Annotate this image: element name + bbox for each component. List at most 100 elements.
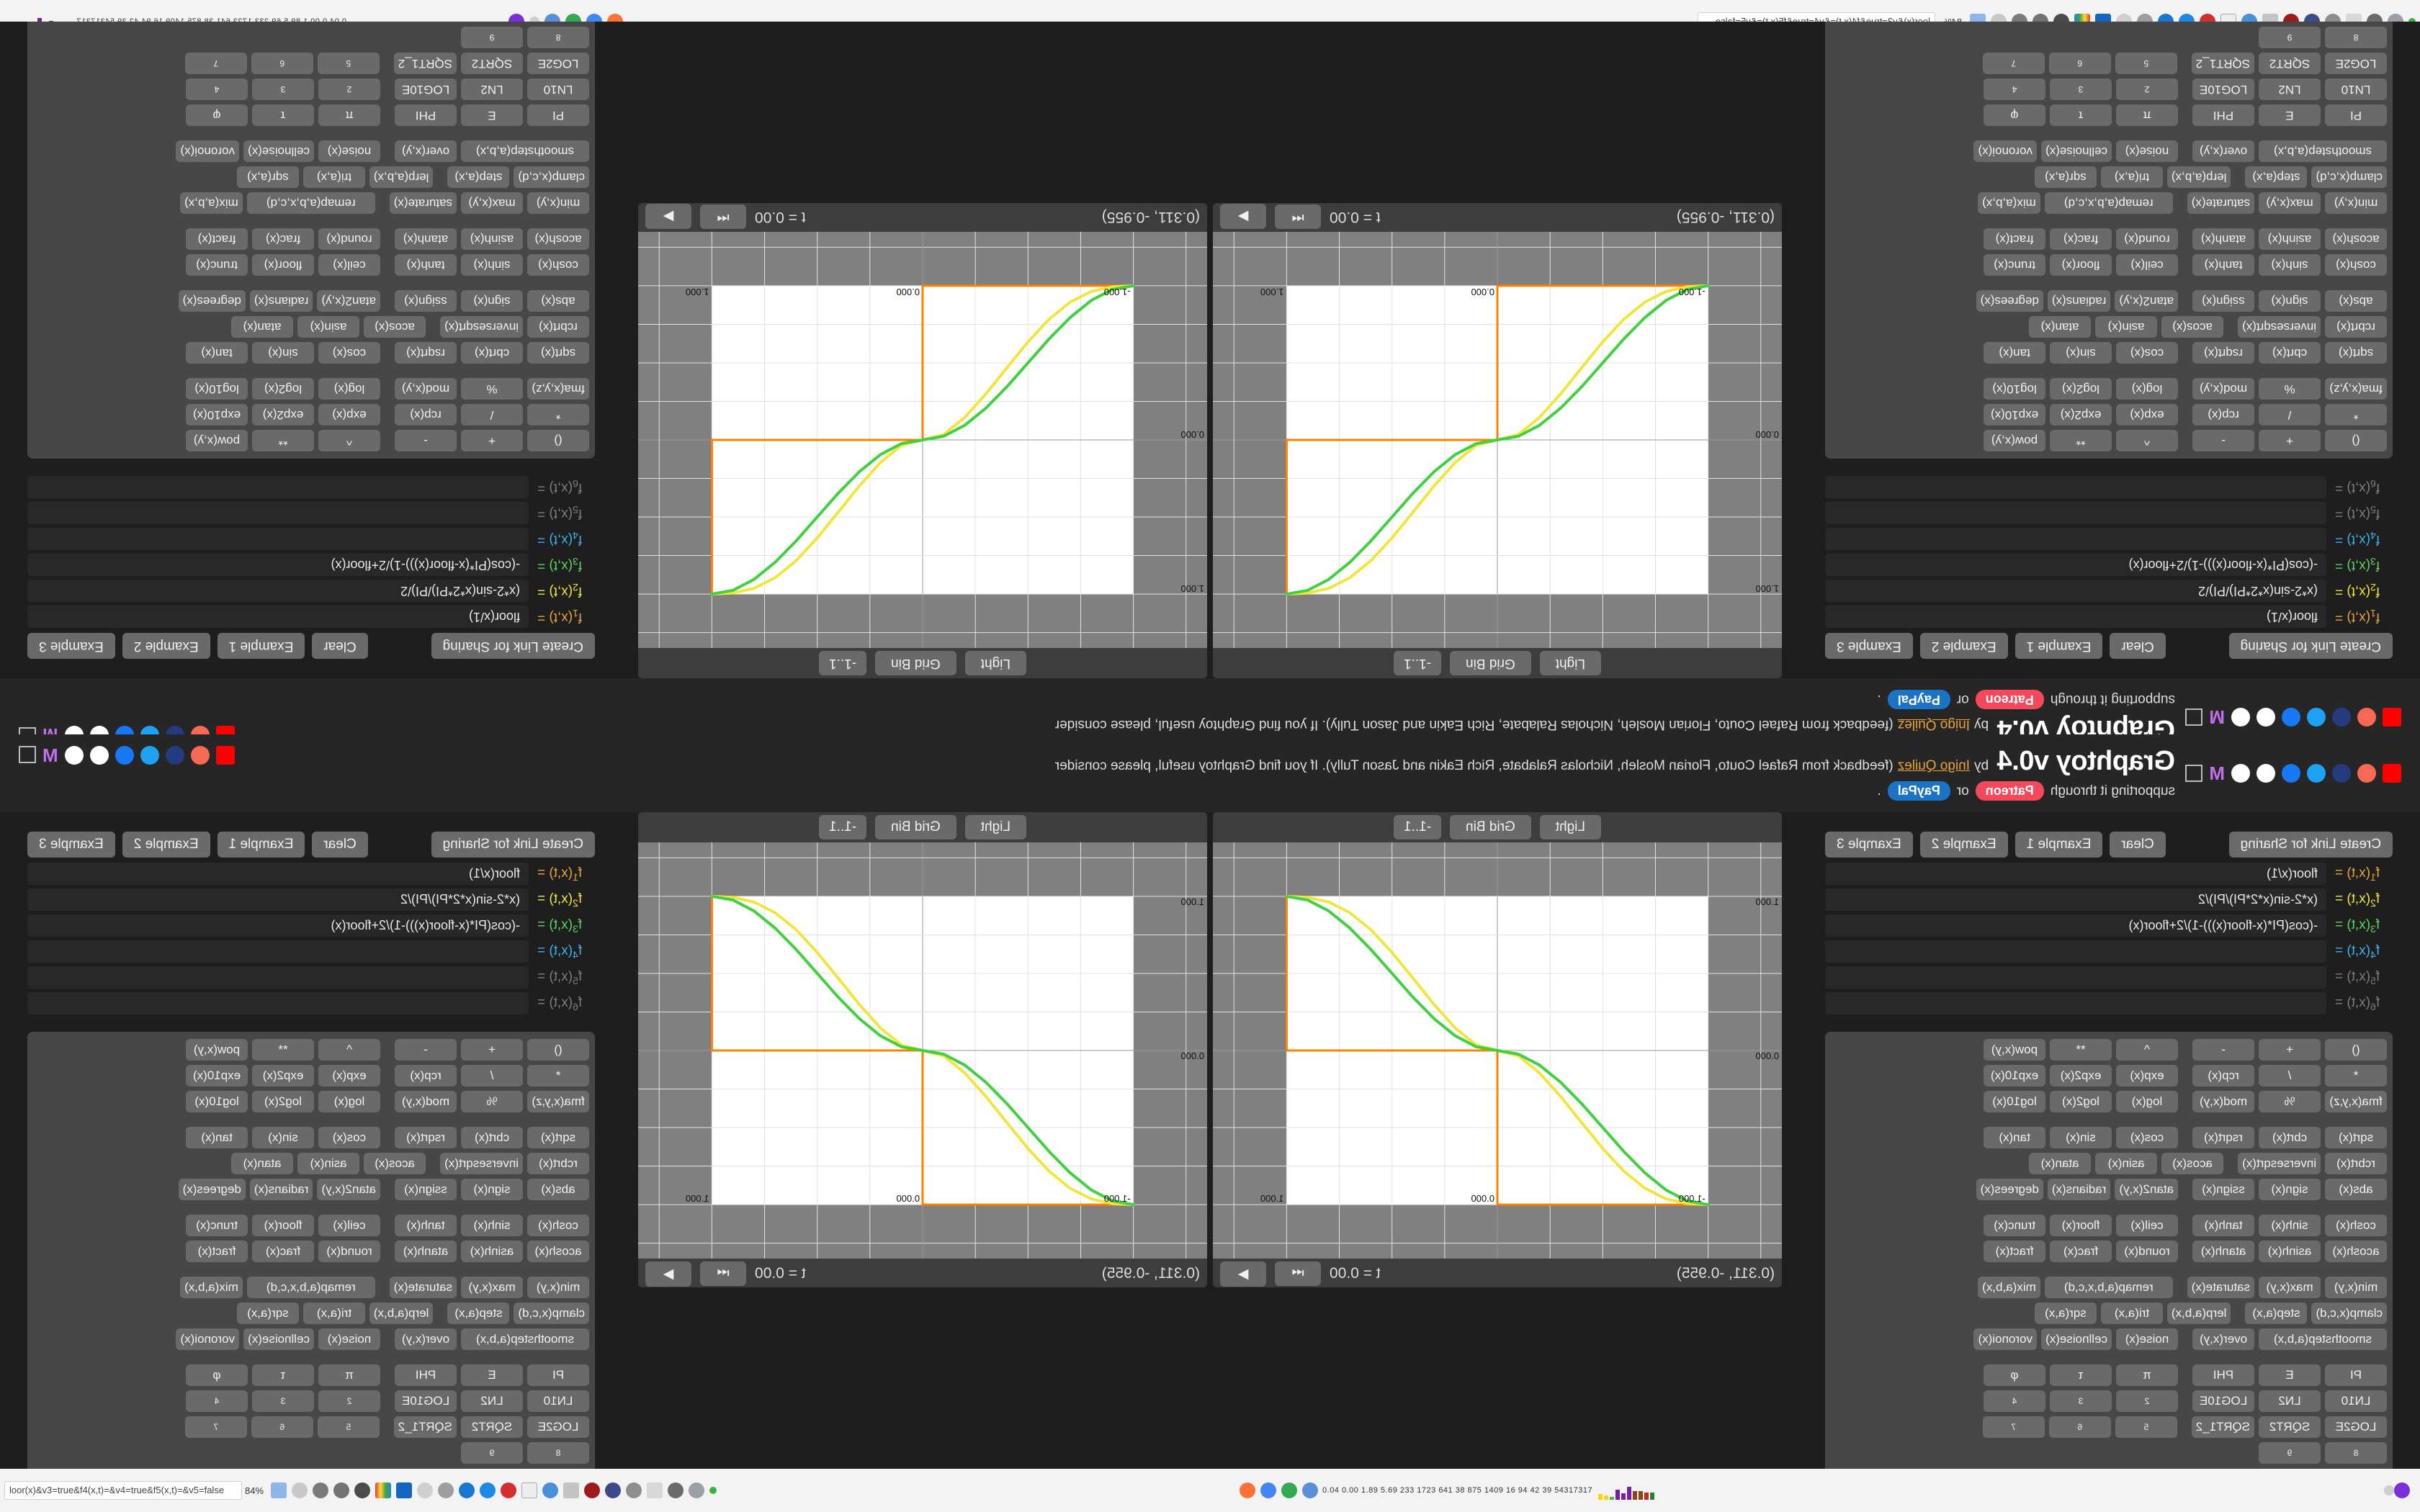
- keypad-button-sqrtx[interactable]: sqrt(x): [527, 342, 589, 364]
- keypad-button-rcbrtx[interactable]: rcbrt(x): [2325, 316, 2387, 338]
- keypad-button-remapabxcd[interactable]: remap(a,b,x,c,d): [246, 192, 375, 214]
- keypad-button-cosx[interactable]: cos(x): [318, 342, 380, 364]
- keypad-button-cosx[interactable]: cos(x): [2116, 1127, 2178, 1148]
- keypad-button-truncx[interactable]: trunc(x): [1984, 1215, 2045, 1236]
- keypad-button-e[interactable]: E: [461, 1364, 523, 1386]
- google-g-icon[interactable]: [1260, 1482, 1277, 1498]
- formula-input-f6[interactable]: [27, 992, 529, 1014]
- keypad-button-rcbrtx[interactable]: rcbrt(x): [527, 1153, 589, 1174]
- keypad-button-fractx[interactable]: fract(x): [186, 1241, 248, 1262]
- header-social-left[interactable]: M: [2182, 762, 2420, 784]
- formula-input-f5[interactable]: [1825, 966, 2326, 989]
- author-link[interactable]: Inigo Quilez: [1897, 717, 1970, 732]
- function-keypad[interactable]: () + - ^ ** pow(x,y) * / rcp(x) exp(x) exp2(x) exp1…: [1825, 22, 2393, 459]
- keypad-button-asinx[interactable]: asin(x): [2095, 316, 2158, 338]
- keypad-button-[interactable]: π: [318, 1364, 380, 1386]
- keypad-button-roundx[interactable]: round(x): [2116, 1241, 2178, 1262]
- keypad-button-cellnoisex[interactable]: cellnoise(x): [243, 1328, 314, 1350]
- rewind-button[interactable]: ⏮: [700, 1261, 746, 1286]
- grid-bin-button[interactable]: Grid Bin: [875, 815, 956, 840]
- keypad-button-5[interactable]: 5: [317, 53, 380, 74]
- keypad-button-clampxcd[interactable]: clamp(x,c,d): [2311, 166, 2387, 188]
- keypad-button-maxxy[interactable]: max(x,y): [461, 1277, 523, 1298]
- keypad-button-inversesqrtx[interactable]: inversesqrt(x): [440, 1153, 523, 1174]
- keypad-button-floorx[interactable]: floor(x): [2050, 1215, 2112, 1236]
- keypad-button-[interactable]: %: [2259, 378, 2321, 400]
- formula-input-f6[interactable]: [1825, 476, 2326, 498]
- keypad-button-[interactable]: φ: [186, 104, 248, 126]
- white-square-col[interactable]: [2185, 708, 2203, 726]
- keypad-button-ceilx[interactable]: ceil(x): [2116, 1215, 2178, 1236]
- chevron-up-icon[interactable]: [2384, 1485, 2394, 1495]
- keypad-button-modxy[interactable]: mod(x,y): [2192, 378, 2254, 400]
- keypad-button-2[interactable]: 2: [2116, 1390, 2178, 1412]
- keypad-button-[interactable]: **: [2050, 1039, 2112, 1061]
- keypad-button-sinhx[interactable]: sinh(x): [461, 254, 523, 276]
- keypad-button-[interactable]: π: [2116, 1364, 2178, 1386]
- keypad-button-cosx[interactable]: cos(x): [2116, 342, 2178, 364]
- header-social-left[interactable]: M: [2182, 706, 2420, 728]
- keypad-button-sinhx[interactable]: sinh(x): [461, 1215, 523, 1236]
- settings-gear-icon[interactable]: [438, 1482, 454, 1498]
- facebook-icon[interactable]: [2282, 764, 2300, 783]
- keypad-button-signx[interactable]: sign(x): [2259, 1179, 2321, 1200]
- keypad-button-tanhx[interactable]: tanh(x): [2192, 254, 2254, 276]
- keypad-button-[interactable]: π: [318, 104, 380, 126]
- keypad-button-7[interactable]: 7: [1982, 1416, 2045, 1438]
- shield-icon[interactable]: [417, 1482, 434, 1498]
- keypad-button-log2e[interactable]: LOG2E: [527, 53, 589, 74]
- reload-icon[interactable]: [333, 1482, 350, 1498]
- keypad-button-2[interactable]: 2: [2116, 78, 2178, 100]
- keypad-button-5[interactable]: 5: [2115, 1416, 2177, 1438]
- keypad-button-exp2x[interactable]: exp2(x): [2050, 1065, 2112, 1086]
- keypad-button-ssignx[interactable]: ssign(x): [2192, 1179, 2254, 1200]
- gear-icon[interactable]: [689, 1482, 705, 1498]
- note-icon[interactable]: [647, 1482, 663, 1498]
- formula-input-f6[interactable]: [1825, 992, 2326, 1014]
- keypad-button-ssignx[interactable]: ssign(x): [395, 1179, 457, 1200]
- keypad-button-overxy[interactable]: over(x,y): [2192, 140, 2254, 162]
- keypad-button-signx[interactable]: sign(x): [461, 1179, 523, 1200]
- keypad-button-cellnoisex[interactable]: cellnoise(x): [2041, 140, 2112, 162]
- keypad-button-fractx[interactable]: fract(x): [186, 228, 248, 250]
- grid-bin-button[interactable]: Grid Bin: [875, 651, 956, 675]
- keypad-button-noisex[interactable]: noise(x): [318, 1328, 380, 1350]
- tiktok-icon[interactable]: [2231, 764, 2250, 783]
- keypad-button-fmaxyz[interactable]: fma(x,y,z): [2325, 378, 2387, 400]
- keypad-button-phi[interactable]: PHI: [395, 104, 457, 126]
- keypad-button-tanhx[interactable]: tanh(x): [395, 1215, 457, 1236]
- split-screen-icon[interactable]: [271, 1482, 287, 1498]
- keypad-button-ln10[interactable]: LN10: [2325, 78, 2387, 100]
- keypad-button-[interactable]: τ: [252, 104, 314, 126]
- keypad-button-fracx[interactable]: frac(x): [252, 228, 314, 250]
- formula-input-f4[interactable]: [27, 940, 529, 963]
- formula-input-f5[interactable]: [27, 502, 529, 524]
- formula-input-f4[interactable]: [27, 528, 529, 550]
- keypad-button-exp10x[interactable]: exp10(x): [1984, 404, 2045, 426]
- keypad-button-[interactable]: **: [2050, 430, 2112, 451]
- keypad-button-lerpabx[interactable]: lerp(a,b,x): [369, 166, 434, 188]
- formula-input-f6[interactable]: [27, 476, 529, 498]
- record-icon[interactable]: [501, 1482, 517, 1498]
- keypad-button-expx[interactable]: exp(x): [318, 1065, 380, 1086]
- keypad-button-exp10x[interactable]: exp10(x): [186, 1065, 248, 1086]
- keypad-button-pi[interactable]: PI: [2325, 1364, 2387, 1386]
- mastodon-icon[interactable]: M: [42, 744, 58, 766]
- range-button[interactable]: -1..1: [1394, 815, 1442, 840]
- keypad-button-2[interactable]: 2: [318, 78, 380, 100]
- keypad-button-rsqrtx[interactable]: rsqrt(x): [2192, 1127, 2254, 1148]
- keypad-button-5[interactable]: 5: [317, 1416, 380, 1438]
- formula-input-f5[interactable]: [27, 966, 529, 989]
- mastodon-col[interactable]: M: [2209, 706, 2225, 728]
- keypad-button-fmaxyz[interactable]: fma(x,y,z): [527, 1091, 589, 1112]
- keypad-button-sinx[interactable]: sin(x): [2050, 1127, 2112, 1148]
- example-2-button[interactable]: Example 2: [1919, 832, 2008, 858]
- browser-right-icons-mirror[interactable]: [1235, 1482, 1322, 1498]
- keypad-button-acoshx[interactable]: acosh(x): [2325, 228, 2387, 250]
- clear-button[interactable]: Clear: [2110, 832, 2166, 858]
- keypad-button-maxxy[interactable]: max(x,y): [461, 192, 523, 214]
- keypad-button-log2x[interactable]: log2(x): [252, 378, 314, 400]
- keypad-button-acosx[interactable]: acos(x): [2161, 316, 2224, 338]
- formula-input-f3[interactable]: [1825, 554, 2326, 576]
- create-link-button[interactable]: Create Link for Sharing: [2228, 633, 2393, 659]
